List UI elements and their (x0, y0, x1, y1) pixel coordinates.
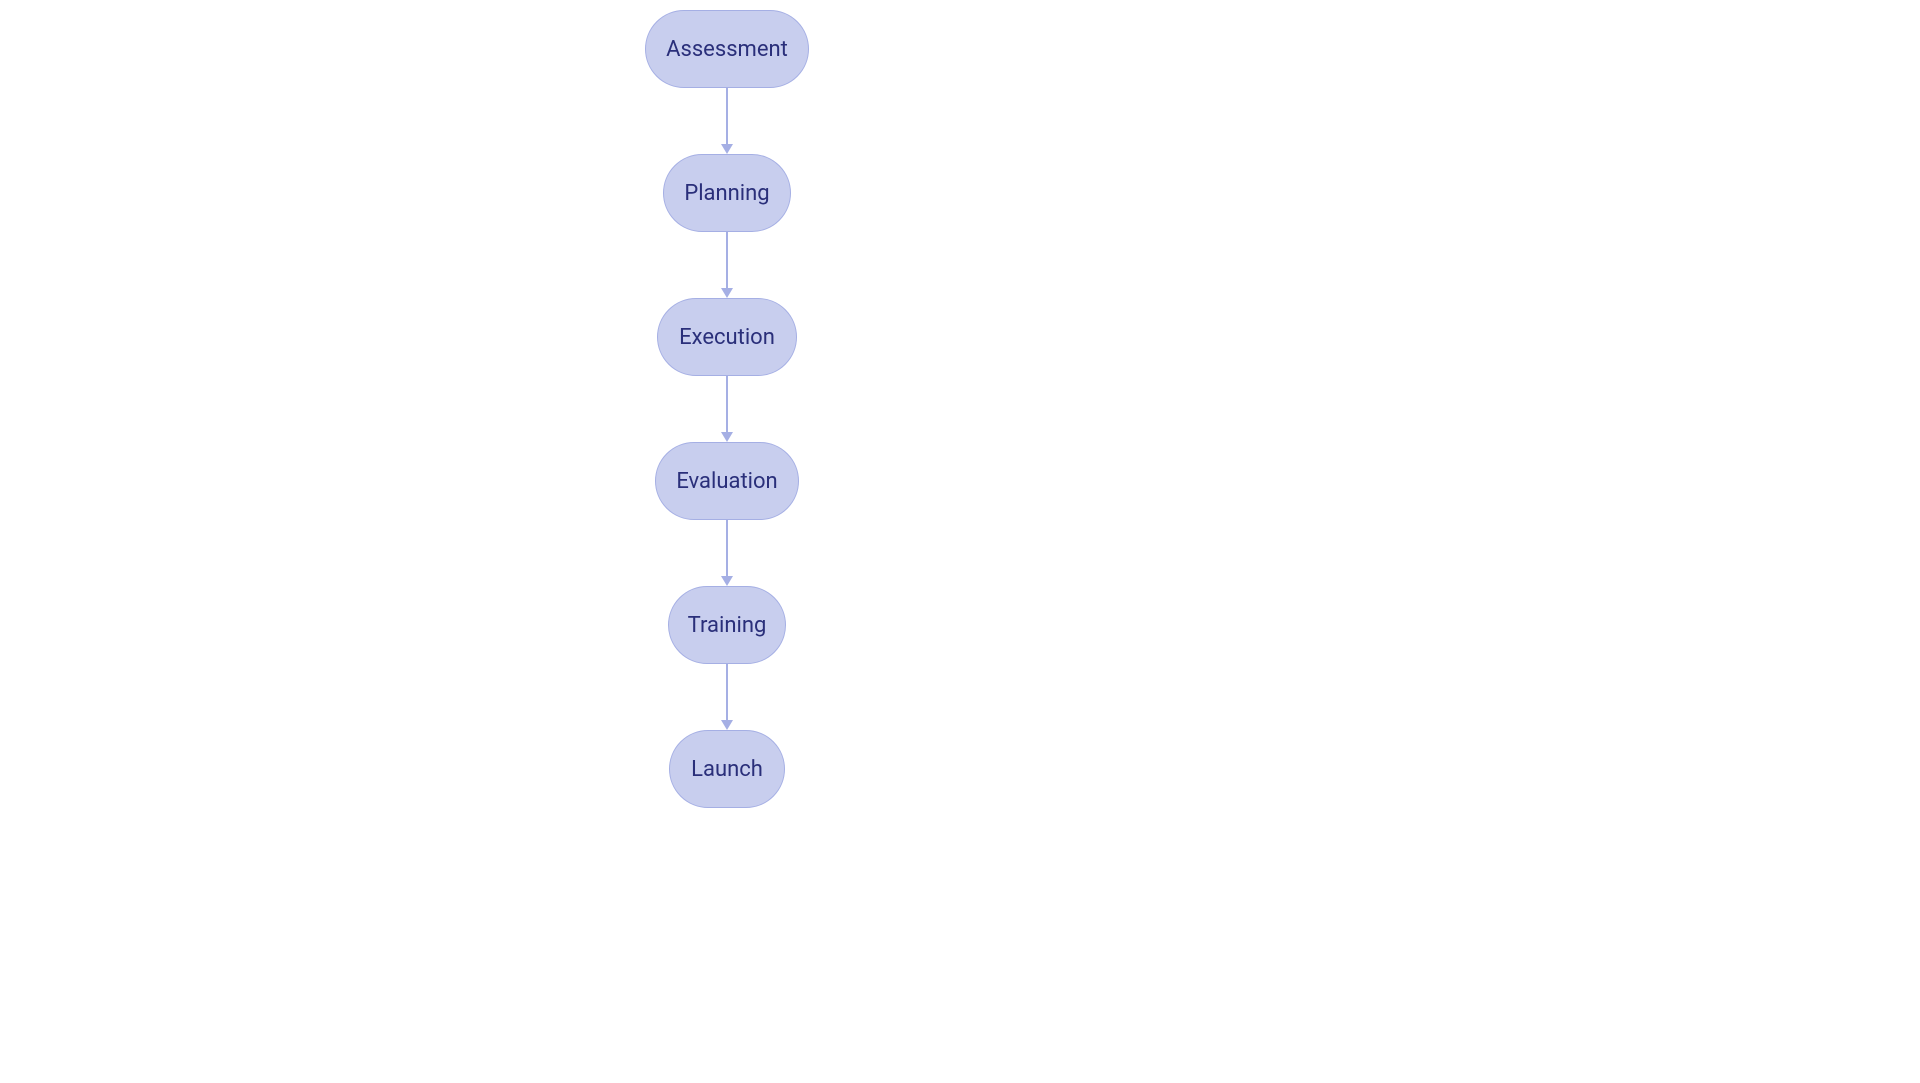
node-label: Training (688, 613, 767, 638)
flowchart-container: Assessment Planning Execution Evaluation… (0, 0, 1920, 1083)
edge-planning-execution (713, 232, 741, 298)
node-launch: Launch (669, 730, 785, 808)
node-label: Planning (684, 181, 769, 206)
edge-evaluation-training (713, 520, 741, 586)
node-label: Evaluation (676, 469, 777, 494)
node-label: Assessment (666, 37, 788, 62)
node-planning: Planning (663, 154, 791, 232)
node-label: Launch (691, 757, 763, 782)
node-training: Training (668, 586, 786, 664)
edge-assessment-planning (713, 88, 741, 154)
node-label: Execution (679, 325, 775, 350)
edge-training-launch (713, 664, 741, 730)
edge-execution-evaluation (713, 376, 741, 442)
node-evaluation: Evaluation (655, 442, 799, 520)
node-assessment: Assessment (645, 10, 809, 88)
node-execution: Execution (657, 298, 797, 376)
